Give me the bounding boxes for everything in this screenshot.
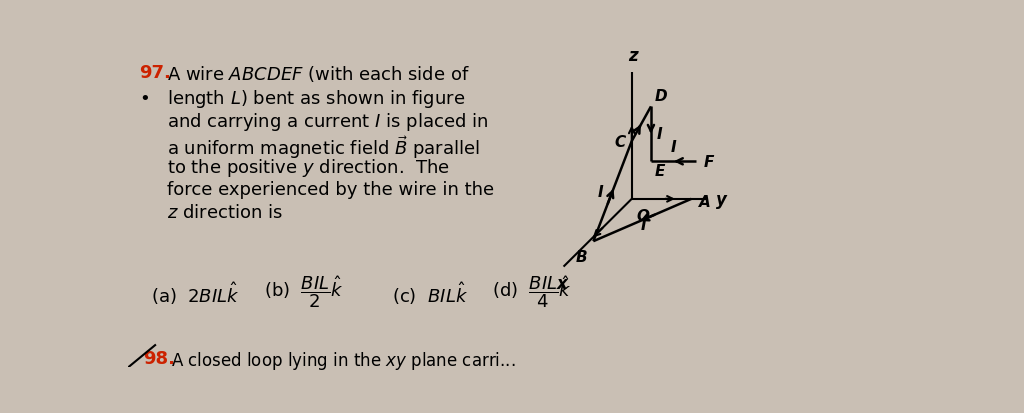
Text: F: F [703,154,714,169]
Text: B: B [575,249,587,264]
Text: 98.: 98. [143,349,175,367]
Text: A closed loop lying in the $xy$ plane carri...: A closed loop lying in the $xy$ plane ca… [171,349,515,371]
Text: I: I [641,218,647,233]
Text: (d)  $\dfrac{BIL}{4}\hat{k}$: (d) $\dfrac{BIL}{4}\hat{k}$ [493,274,572,309]
Text: C: C [614,134,626,149]
Text: and carrying a current $\mathit{I}$ is placed in: and carrying a current $\mathit{I}$ is p… [167,111,488,133]
Text: to the positive $\mathit{y}$ direction.  The: to the positive $\mathit{y}$ direction. … [167,157,450,179]
Text: a uniform magnetic field $\vec{B}$ parallel: a uniform magnetic field $\vec{B}$ paral… [167,134,479,161]
Text: y: y [716,190,727,208]
Text: D: D [654,88,668,103]
Text: x: x [557,275,567,292]
Text: force experienced by the wire in the: force experienced by the wire in the [167,180,494,198]
Text: (c)  $BIL\hat{k}$: (c) $BIL\hat{k}$ [391,280,468,307]
Text: A wire $\mathit{ABCDEF}$ (with each side of: A wire $\mathit{ABCDEF}$ (with each side… [167,63,470,83]
Text: I: I [671,139,676,154]
Text: O: O [636,209,649,223]
Text: I: I [598,184,603,199]
Text: •: • [139,90,150,107]
Text: (b)  $\dfrac{BIL}{2}\hat{k}$: (b) $\dfrac{BIL}{2}\hat{k}$ [263,274,343,309]
Text: I: I [657,127,663,142]
Text: (a)  $2BIL\hat{k}$: (a) $2BIL\hat{k}$ [152,280,240,307]
Text: length $\mathit{L}$) bent as shown in figure: length $\mathit{L}$) bent as shown in fi… [167,88,465,110]
Text: 97.: 97. [139,63,171,81]
Text: $z$ direction is: $z$ direction is [167,203,283,221]
Text: A: A [699,195,711,210]
Text: z: z [629,47,638,65]
Text: E: E [654,164,666,178]
